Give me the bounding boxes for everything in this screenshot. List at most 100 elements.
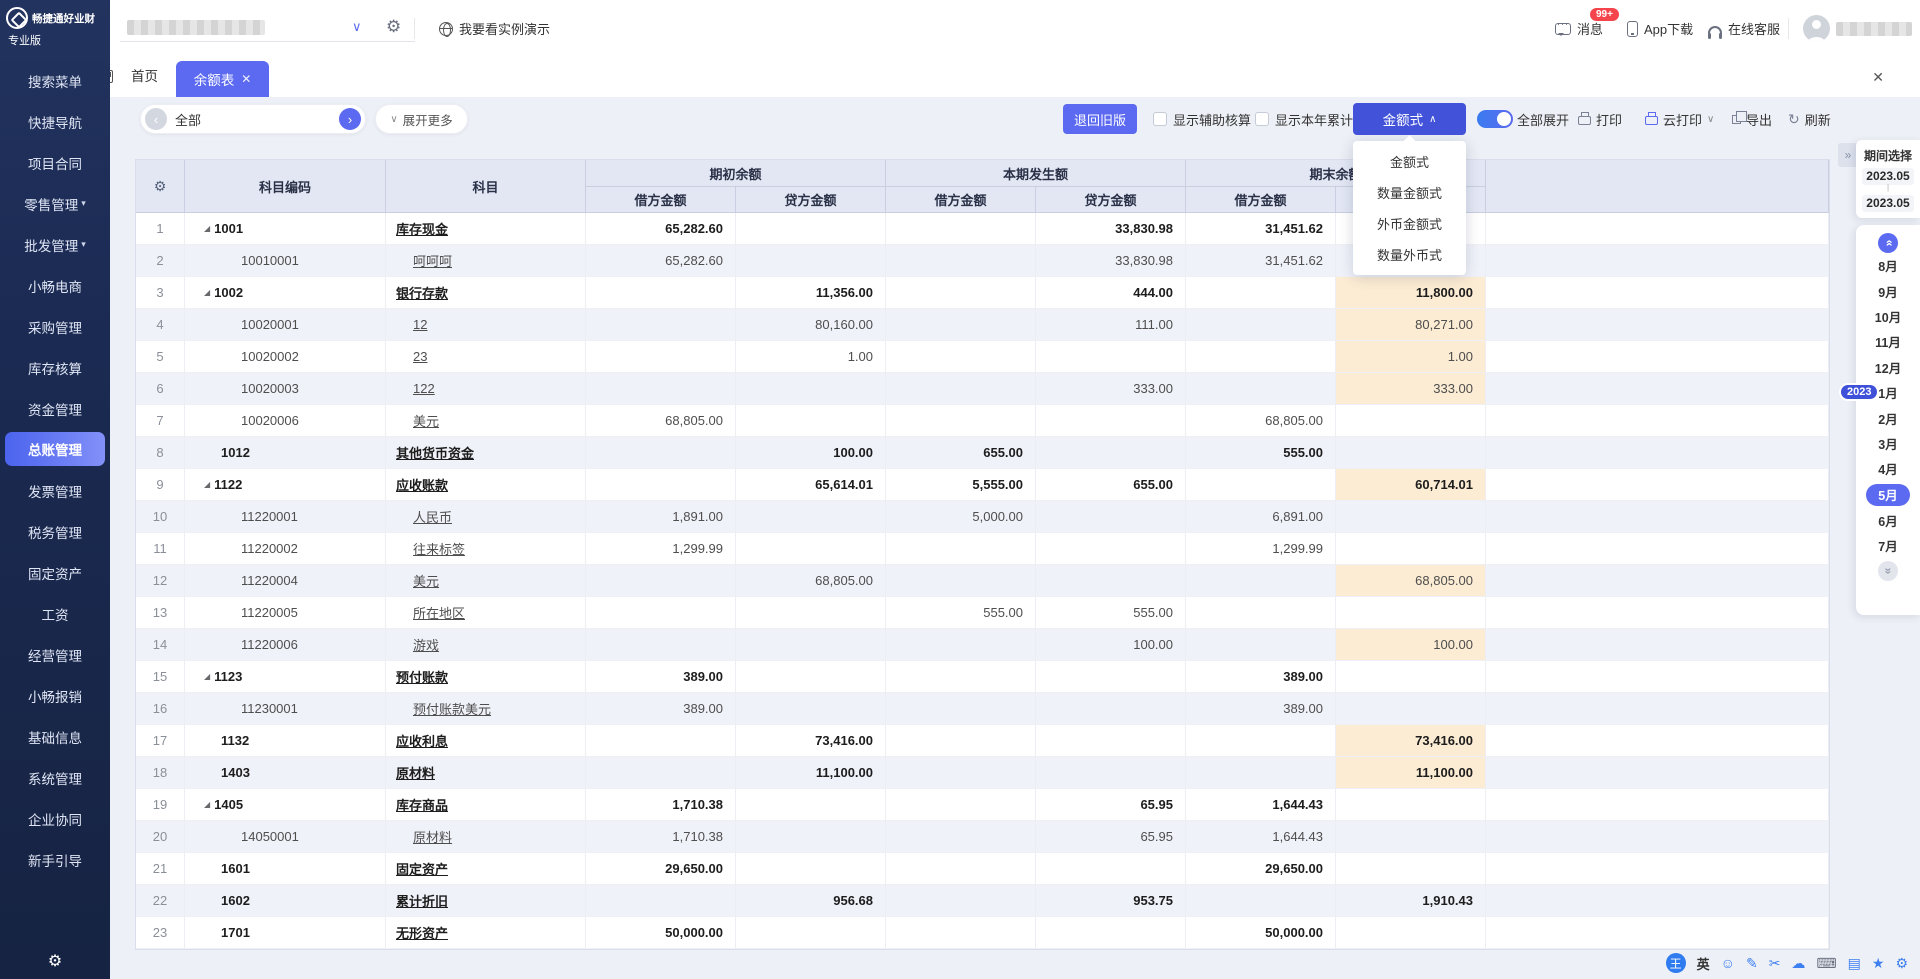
format-dropdown-button[interactable]: 金额式 ∧ <box>1353 103 1466 135</box>
sidebar-item-小畅报销[interactable]: 小畅报销 <box>28 689 82 705</box>
account-name-link[interactable]: 银行存款 <box>396 286 449 301</box>
account-name-link[interactable]: 其他货币资金 <box>396 446 475 461</box>
keyboard-icon[interactable]: ⌨ <box>1816 955 1837 971</box>
scroll-down-icon[interactable]: » <box>1878 561 1898 582</box>
chevron-left-icon[interactable]: ‹ <box>145 108 167 130</box>
account-filter-select[interactable]: ‹ 全部 › <box>140 104 366 134</box>
messages-button[interactable]: 消息 <box>1555 0 1603 57</box>
refresh-button[interactable]: ↻ 刷新 <box>1788 104 1831 134</box>
month-item-6月[interactable]: 6月 <box>1878 514 1898 529</box>
tab-balance-sheet[interactable]: 余额表 ✕ <box>176 61 269 97</box>
format-menu-item-金额式[interactable]: 金额式 <box>1389 155 1429 170</box>
sidebar-item-快捷导航[interactable]: 快捷导航 <box>28 115 82 131</box>
sidebar-item-固定资产[interactable]: 固定资产 <box>28 566 82 582</box>
account-name-link[interactable]: 游戏 <box>413 638 440 653</box>
account-name-link[interactable]: 应收利息 <box>396 734 449 749</box>
company-selector[interactable] <box>127 20 265 35</box>
account-name-link[interactable]: 库存现金 <box>396 222 449 237</box>
account-name-link[interactable]: 预付账款 <box>396 670 449 685</box>
expand-triangle-icon[interactable]: ◢ <box>204 800 211 809</box>
sidebar-item-搜索菜单[interactable]: 搜索菜单 <box>28 74 82 90</box>
sidebar-item-资金管理[interactable]: 资金管理 <box>28 402 82 418</box>
export-button[interactable]: 导出 <box>1732 104 1772 134</box>
back-to-old-version-button[interactable]: 退回旧版 <box>1063 104 1137 134</box>
month-item-7月[interactable]: 7月 <box>1878 540 1898 555</box>
month-item-2月[interactable]: 2月 <box>1878 412 1898 427</box>
account-name-link[interactable]: 呵呵呵 <box>413 254 453 269</box>
sidebar-item-新手引导[interactable]: 新手引导 <box>28 853 82 869</box>
sidebar-item-系统管理[interactable]: 系统管理 <box>28 771 82 787</box>
sidebar-item-批发管理[interactable]: 批发管理 ▾ <box>24 238 86 254</box>
account-name-link[interactable]: 库存商品 <box>396 798 449 813</box>
sidebar-item-企业协同[interactable]: 企业协同 <box>28 812 82 828</box>
account-name-link[interactable]: 原材料 <box>413 830 453 845</box>
app-download-button[interactable]: App下载 <box>1627 0 1693 57</box>
tab-home[interactable]: 首页 <box>131 69 158 84</box>
format-menu-item-数量金额式[interactable]: 数量金额式 <box>1376 186 1442 201</box>
smiley-icon[interactable]: ☺ <box>1720 955 1735 971</box>
month-item-8月[interactable]: 8月 <box>1878 260 1898 275</box>
star-icon[interactable]: ★ <box>1871 955 1885 971</box>
month-item-1月[interactable]: 1月 <box>1878 387 1898 402</box>
month-item-11月[interactable]: 11月 <box>1875 336 1901 351</box>
month-item-10月[interactable]: 10月 <box>1874 310 1902 325</box>
chevron-down-icon[interactable]: ∨ <box>352 19 362 34</box>
cloud-icon[interactable]: ☁ <box>1791 955 1806 971</box>
chevron-right-icon[interactable]: › <box>339 108 361 130</box>
expand-triangle-icon[interactable]: ◢ <box>204 224 211 233</box>
sidebar-settings-gear-icon[interactable]: ⚙ <box>47 953 63 970</box>
panel-icon[interactable]: ▤ <box>1847 955 1861 971</box>
period-to[interactable]: 2023.05 <box>1862 195 1914 212</box>
month-item-12月[interactable]: 12月 <box>1874 361 1902 376</box>
sidebar-item-采购管理[interactable]: 采购管理 <box>28 320 82 336</box>
account-name-link[interactable]: 无形资产 <box>396 926 449 941</box>
close-icon[interactable]: ✕ <box>241 72 252 86</box>
period-from[interactable]: 2023.05 <box>1862 168 1914 185</box>
settings-gear-icon[interactable]: ⚙ <box>386 17 402 36</box>
sidebar-item-小畅电商[interactable]: 小畅电商 <box>28 279 82 295</box>
pen-icon[interactable]: ✎ <box>1745 955 1758 971</box>
cloud-print-button[interactable]: 云打印 ∨ <box>1645 104 1714 134</box>
account-name-link[interactable]: 美元 <box>413 574 440 589</box>
account-name-link[interactable]: 人民币 <box>413 510 453 525</box>
scissors-icon[interactable]: ✂ <box>1768 955 1781 971</box>
expand-all-toggle[interactable] <box>1477 110 1513 128</box>
gear-icon[interactable]: ⚙ <box>1895 955 1908 971</box>
account-name-link[interactable]: 固定资产 <box>396 862 449 877</box>
language-indicator[interactable]: 英 <box>1696 956 1710 972</box>
collapse-panel-button[interactable]: » <box>1838 143 1858 167</box>
close-all-tabs-icon[interactable]: ✕ <box>1872 69 1884 85</box>
checkbox-icon[interactable] <box>1153 112 1167 126</box>
account-name-link[interactable]: 美元 <box>413 414 440 429</box>
sidebar-item-项目合同[interactable]: 项目合同 <box>28 156 82 172</box>
account-name-link[interactable]: 应收账款 <box>396 478 449 493</box>
column-settings-gear-icon[interactable]: ⚙ <box>136 160 185 213</box>
account-name-link[interactable]: 往来标签 <box>413 542 466 557</box>
scroll-up-icon[interactable]: » <box>1878 233 1898 253</box>
show-aux-checkbox[interactable]: 显示辅助核算 <box>1153 104 1251 134</box>
account-name-link[interactable]: 原材料 <box>396 766 436 781</box>
sidebar-item-总账管理[interactable]: 总账管理 <box>5 432 105 466</box>
account-name-link[interactable]: 预付账款美元 <box>413 702 492 717</box>
sidebar-item-工资[interactable]: 工资 <box>41 607 69 623</box>
expand-more-button[interactable]: ∨ 展开更多 <box>375 104 468 134</box>
show-ytd-checkbox[interactable]: 显示本年累计 <box>1255 104 1353 134</box>
sidebar-item-经营管理[interactable]: 经营管理 <box>28 648 82 664</box>
sidebar-item-库存核算[interactable]: 库存核算 <box>28 361 82 377</box>
month-item-3月[interactable]: 3月 <box>1878 437 1898 452</box>
account-name-link[interactable]: 累计折旧 <box>396 894 449 909</box>
format-menu-item-数量外币式[interactable]: 数量外币式 <box>1376 248 1442 263</box>
user-account[interactable] <box>1803 0 1912 57</box>
sidebar-item-税务管理[interactable]: 税务管理 <box>28 525 82 541</box>
checkbox-icon[interactable] <box>1255 112 1269 126</box>
account-name-link[interactable]: 12 <box>413 317 428 332</box>
month-item-9月[interactable]: 9月 <box>1878 285 1898 300</box>
month-item-4月[interactable]: 4月 <box>1878 463 1898 478</box>
ime-icon[interactable]: 王 <box>1665 953 1686 973</box>
account-name-link[interactable]: 122 <box>413 381 435 396</box>
expand-triangle-icon[interactable]: ◢ <box>204 480 211 489</box>
online-service-button[interactable]: 在线客服 <box>1708 0 1780 57</box>
sidebar-item-发票管理[interactable]: 发票管理 <box>28 484 82 500</box>
sidebar-item-基础信息[interactable]: 基础信息 <box>28 730 82 746</box>
account-name-link[interactable]: 23 <box>413 349 428 364</box>
